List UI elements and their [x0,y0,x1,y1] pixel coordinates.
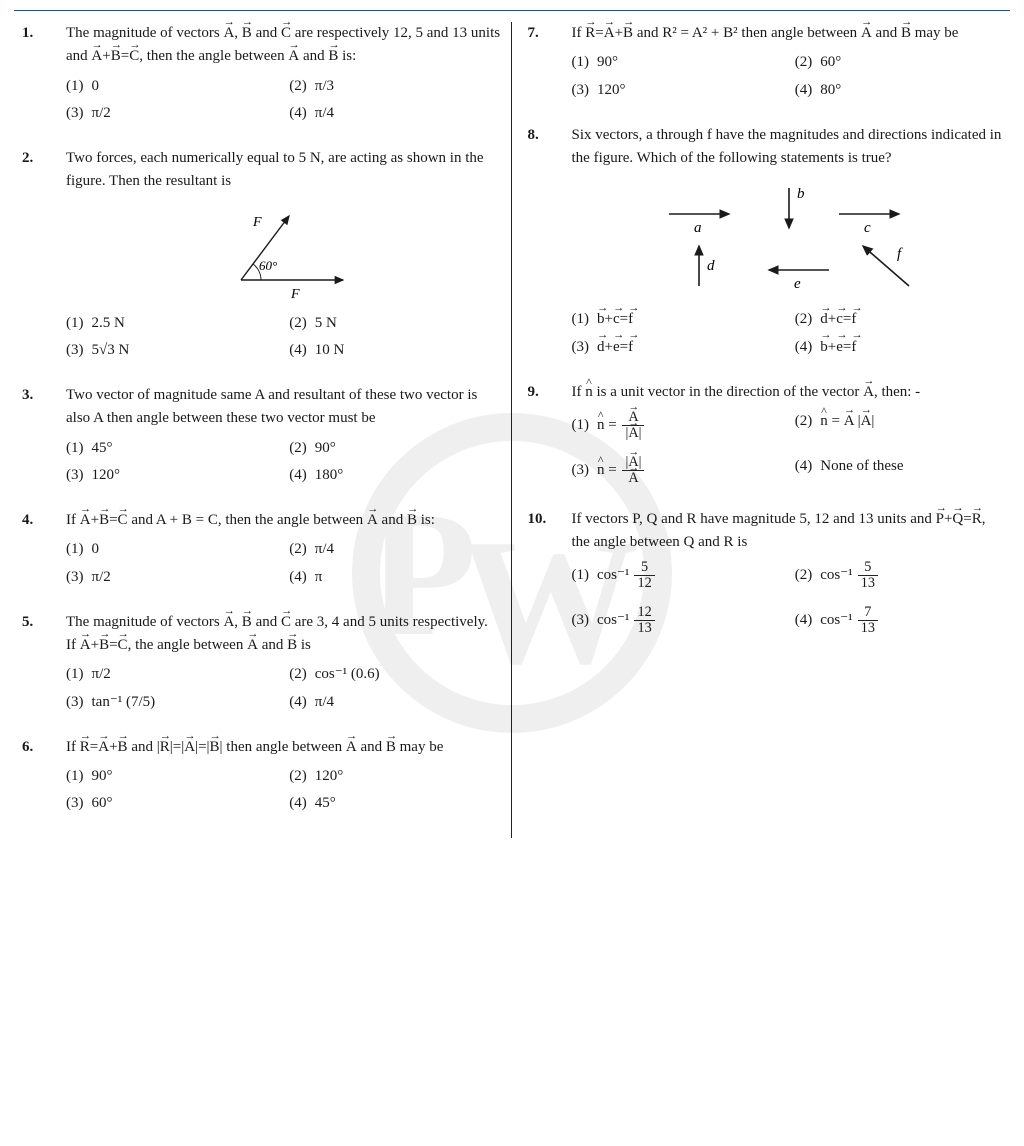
option-2: (2)5 N [289,312,500,335]
angle-label: 60° [259,258,277,273]
question-stem: Two forces, each numerically equal to 5 … [66,147,501,194]
question-stem: Two vector of magnitude same A and resul… [66,384,501,431]
svg-text:f⃗: f⃗ [897,246,913,262]
options: (1) n = A|A| (2) n = A |A| (3) n = |A|A … [572,410,1007,486]
option-1: (1)π/2 [66,663,277,686]
option-4: (4)10 N [289,339,500,362]
option-2: (2)60° [795,51,1006,74]
option-4: (4)80° [795,79,1006,102]
option-2: (2) n = A |A| [795,410,1006,441]
option-2: (2)π/3 [289,75,500,98]
option-1: (1)0 [66,538,277,561]
option-3: (3) cos⁻¹ 1213 [572,605,783,636]
question-stem: If A+B=C and A + B = C, then the angle b… [66,509,501,532]
svg-text:b⃗: b⃗ [797,186,816,202]
question-number: 1. [22,22,48,125]
option-2: (2) cos⁻¹ 513 [795,560,1006,591]
options: (1)2.5 N (2)5 N (3)5√3 N (4)10 N [66,312,501,363]
option-1: (1)0 [66,75,277,98]
option-3: (3)π/2 [66,566,277,589]
option-3: (3)tan⁻¹ (7/5) [66,691,277,714]
option-3: (3)60° [66,792,277,815]
option-2: (2)π/4 [289,538,500,561]
option-1: (1)90° [66,765,277,788]
vec-B: B [242,22,252,45]
option-3: (3)5√3 N [66,339,277,362]
options: (1)90° (2)120° (3)60° (4)45° [66,765,501,816]
right-column: 7. If R=A+B and R² = A² + B² then angle … [528,22,1007,838]
question-stem: Six vectors, a through f have the magnit… [572,124,1007,171]
force-label-i: F [252,215,262,230]
option-1: (1)2.5 N [66,312,277,335]
left-column: 1. The magnitude of vectors A, B and C a… [22,22,501,838]
question-7: 7. If R=A+B and R² = A² + B² then angle … [528,22,1007,102]
options: (1) cos⁻¹ 512 (2) cos⁻¹ 513 (3) cos⁻¹ 12… [572,560,1007,636]
question-2: 2. Two forces, each numerically equal to… [22,147,501,362]
options: (1)0 (2)π/3 (3)π/2 (4)π/4 [66,75,501,126]
question-number: 3. [22,384,48,487]
options: (1)b+c=f (2)d+c=f (3)d+e=f (4)b+e=f [572,308,1007,359]
question-4: 4. If A+B=C and A + B = C, then the angl… [22,509,501,589]
option-4: (4)b+e=f [795,336,1006,359]
option-3: (3)120° [572,79,783,102]
question-number: 8. [528,124,554,359]
svg-text:c⃗: c⃗ [864,220,882,236]
question-stem: If R=A+B and |R|=|A|=|B| then angle betw… [66,736,501,759]
option-1: (1)90° [572,51,783,74]
question-stem: The magnitude of vectors A, B and C are … [66,611,501,658]
question-number: 2. [22,147,48,362]
options: (1)45° (2)90° (3)120° (4)180° [66,437,501,488]
figure-six-vectors: a⃗ b⃗ c⃗ d⃗ e⃗ [572,178,1007,298]
option-3: (3)π/2 [66,102,277,125]
column-divider [511,22,512,838]
vec-A: A [223,22,234,45]
svg-text:d⃗: d⃗ [707,258,726,274]
option-4: (4) cos⁻¹ 713 [795,605,1006,636]
question-6: 6. If R=A+B and |R|=|A|=|B| then angle b… [22,736,501,816]
option-3: (3) n = |A|A [572,455,783,486]
option-4: (4)45° [289,792,500,815]
option-1: (1) n = A|A| [572,410,783,441]
question-number: 10. [528,508,554,636]
question-number: 6. [22,736,48,816]
option-1: (1) cos⁻¹ 512 [572,560,783,591]
question-body: The magnitude of vectors A, B and C are … [66,22,501,125]
option-3: (3)120° [66,464,277,487]
options: (1)90° (2)60° (3)120° (4)80° [572,51,1007,102]
question-number: 4. [22,509,48,589]
option-4: (4)π/4 [289,102,500,125]
option-1: (1)45° [66,437,277,460]
option-2: (2)90° [289,437,500,460]
question-1: 1. The magnitude of vectors A, B and C a… [22,22,501,125]
question-5: 5. The magnitude of vectors A, B and C a… [22,611,501,714]
option-4: (4)π/4 [289,691,500,714]
question-10: 10. If vectors P, Q and R have magnitude… [528,508,1007,636]
option-4: (4)180° [289,464,500,487]
options: (1)0 (2)π/4 (3)π/2 (4)π [66,538,501,589]
question-8: 8. Six vectors, a through f have the mag… [528,124,1007,359]
svg-text:e⃗: e⃗ [794,276,812,292]
question-9: 9. If n is a unit vector in the directio… [528,381,1007,486]
question-3: 3. Two vector of magnitude same A and re… [22,384,501,487]
question-number: 9. [528,381,554,486]
option-2: (2)cos⁻¹ (0.6) [289,663,500,686]
svg-text:a⃗: a⃗ [694,220,713,236]
question-stem: The magnitude of vectors A, B and C are … [66,22,501,69]
force-label-h: F [290,287,300,302]
page: 1. The magnitude of vectors A, B and C a… [0,0,1024,848]
question-stem: If R=A+B and R² = A² + B² then angle bet… [572,22,1007,45]
option-3: (3)d+e=f [572,336,783,359]
question-number: 7. [528,22,554,102]
question-stem: If vectors P, Q and R have magnitude 5, … [572,508,1007,555]
option-2: (2)120° [289,765,500,788]
question-number: 5. [22,611,48,714]
options: (1)π/2 (2)cos⁻¹ (0.6) (3)tan⁻¹ (7/5) (4)… [66,663,501,714]
figure-forces: 60° F F [66,202,501,302]
option-4: (4)None of these [795,455,1006,486]
option-4: (4)π [289,566,500,589]
